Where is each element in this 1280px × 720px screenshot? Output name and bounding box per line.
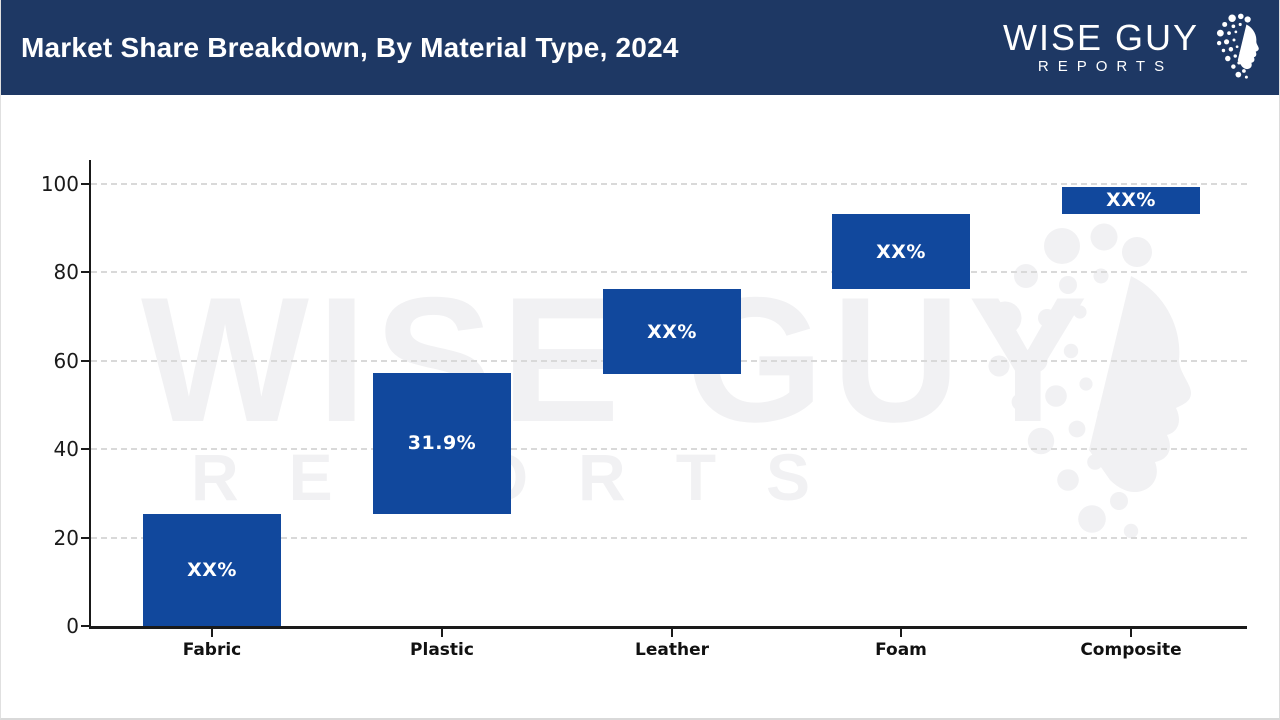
brand-head-icon [1216,13,1259,79]
x-axis-tick-mark [671,629,673,637]
x-axis-category-label: Plastic [410,640,474,660]
bar-foam: XX% [832,214,970,289]
x-axis-category-label: Fabric [182,640,242,660]
bar-fabric: XX% [143,513,281,626]
bar-leather: XX% [603,288,741,375]
bar-composite: XX% [1062,186,1200,215]
watermark-head-icon [988,223,1191,539]
bar-plastic: 31.9% [373,372,511,514]
watermark-text-line2: REPORTS [191,440,861,514]
y-axis-tick-label: 20 [53,525,79,550]
gridline-20 [91,536,1247,539]
x-axis-category-label: Foam [875,640,927,660]
gridline-80 [91,271,1247,274]
x-axis-line [89,626,1247,629]
x-axis-tick-mark [211,629,213,637]
y-axis-line [89,160,91,629]
bar-value-label: 31.9% [407,432,477,455]
brand-logo-text: WISE GUY REPORTS [1002,17,1199,76]
y-axis-tick-mark [81,448,89,451]
gridline-100 [91,183,1247,185]
gridline-40 [91,448,1247,451]
y-axis-tick-label: 100 [40,172,79,196]
bar-value-label: XX% [1106,189,1156,212]
y-axis-tick-mark [81,359,89,362]
y-axis-tick-mark [81,271,89,274]
x-axis-tick-mark [1130,629,1132,637]
x-axis-tick-mark [441,629,443,637]
x-axis-category-label: Leather [635,640,709,660]
bar-value-label: XX% [876,240,926,263]
x-axis-category-label: Composite [1080,640,1182,660]
brand-subtitle: REPORTS [1037,58,1174,75]
brand-name: WISE GUY [1002,17,1199,58]
x-axis-tick-mark [900,629,902,637]
y-axis-tick-label: 40 [53,437,79,462]
y-axis-tick-label: 0 [66,614,79,638]
header-bar: Market Share Breakdown, By Material Type… [1,0,1279,95]
y-axis-tick-label: 80 [53,260,79,285]
y-axis-tick-label: 60 [53,348,79,373]
bar-value-label: XX% [187,558,237,581]
y-axis-tick-mark [81,625,89,627]
page-title: Market Share Breakdown, By Material Type… [21,31,679,63]
y-axis-tick-mark [81,183,89,185]
brand-logo: WISE GUY REPORTS [1003,9,1279,87]
y-axis-tick-mark [81,536,89,539]
bar-value-label: XX% [647,320,697,343]
